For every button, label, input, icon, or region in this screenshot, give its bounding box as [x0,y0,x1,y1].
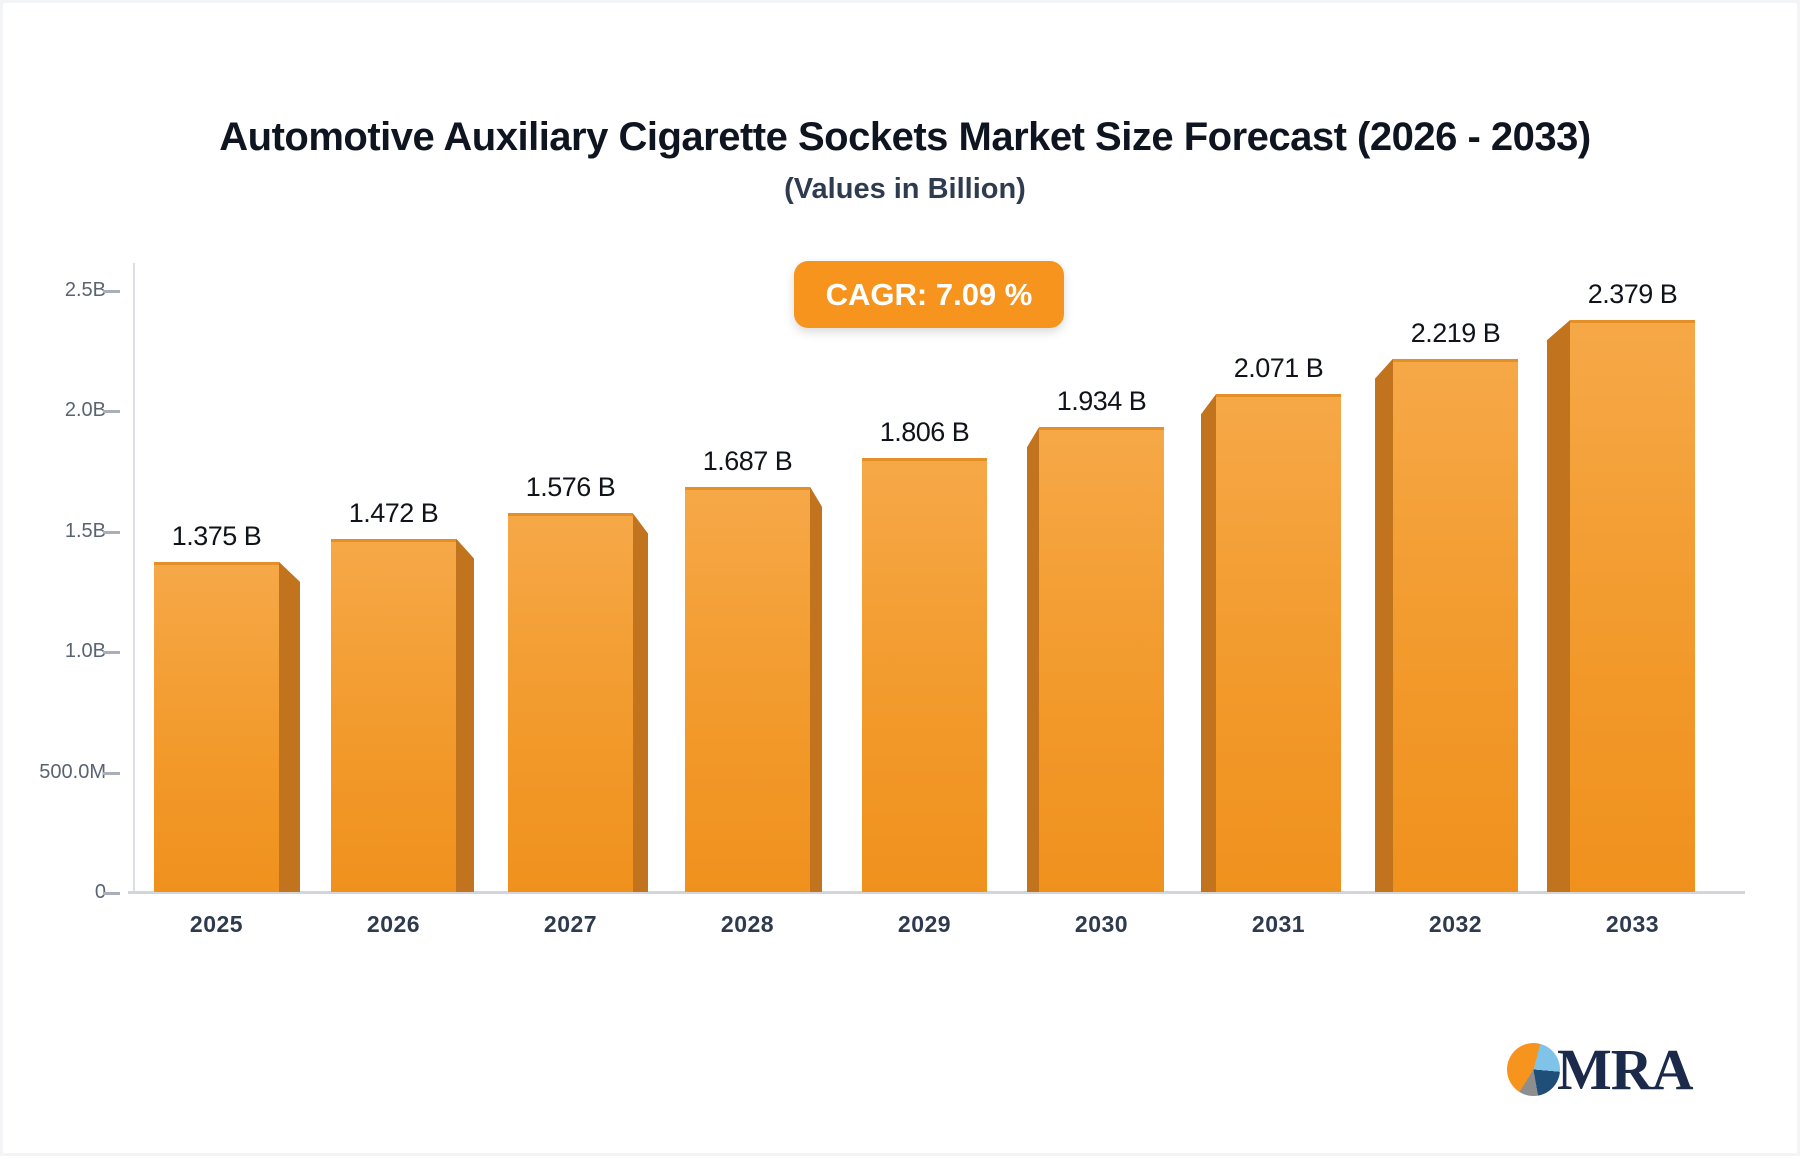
x-axis-year-label: 2030 [1074,911,1129,937]
x-axis-line [128,891,1745,894]
x-axis-year-label: 2033 [1605,911,1660,937]
y-axis-tick-mark [103,290,120,293]
chart-title: Automotive Auxiliary Cigarette Sockets M… [219,115,1591,159]
bar-value-label: 2.219 B [1410,317,1501,348]
bar-value-label: 1.934 B [1056,386,1147,417]
bar-value-label: 1.576 B [525,472,616,503]
bar-side-face [279,561,300,892]
y-axis-tick-label: 1.5B [64,519,106,542]
pie-logo-icon [1507,1043,1560,1096]
y-axis-tick-label: 1.0B [64,640,106,663]
bar-2025[interactable] [154,561,279,892]
y-axis-line [133,263,135,893]
y-axis-tick-mark [103,771,120,775]
bar-value-label: 1.806 B [879,417,970,448]
cagr-badge: CAGR: 7.09 % [794,261,1064,328]
bar-side-face [1201,394,1216,892]
bar-value-label: 2.379 B [1587,279,1678,310]
y-axis-tick-label: 2.5B [64,279,106,301]
bar-2031[interactable] [1216,394,1341,892]
bar-value-label: 1.472 B [348,497,439,528]
x-axis-year-label: 2029 [897,911,952,937]
bar-side-face [1375,358,1393,892]
bar-side-face [1547,320,1570,892]
y-axis-tick-mark [103,651,120,655]
x-axis-year-label: 2028 [720,911,775,937]
bar-value-label: 1.687 B [702,445,793,476]
logo-text: MRA [1557,1037,1694,1102]
y-axis-tick-mark [103,892,120,895]
x-axis-year-label: 2025 [189,911,244,937]
bar-2028[interactable] [685,486,810,892]
brand-logo: MRA [1507,1037,1694,1102]
bar-2030[interactable] [1039,427,1164,892]
y-axis-tick-mark [103,410,120,414]
bar-2029[interactable] [862,458,987,892]
bar-2033[interactable] [1570,320,1695,892]
bar-value-label: 1.375 B [171,520,262,551]
y-axis-tick-label: 2.0B [64,399,106,422]
x-axis-year-label: 2027 [543,911,598,937]
y-axis-tick-label: 0 [94,881,106,903]
x-axis-year-label: 2026 [366,911,421,937]
y-axis-tick-label: 500.0M [39,760,106,783]
bar-2026[interactable] [331,538,456,892]
x-axis-year-label: 2031 [1251,911,1306,937]
chart-subtitle: (Values in Billion) [784,173,1026,205]
bar-2032[interactable] [1393,358,1518,892]
bar-side-face [633,513,648,892]
bar-side-face [456,538,474,892]
y-axis-tick-mark [103,530,120,534]
bar-2027[interactable] [508,513,633,892]
bar-side-face [1027,427,1039,892]
x-axis-year-label: 2032 [1428,911,1483,937]
bar-side-face [810,486,822,892]
bar-chart: 2.5B 2.0B 1.5B 1.0B 500.0M 0 1.375 B 2025 1.472 … [3,3,1800,1159]
bar-value-label: 2.071 B [1233,353,1324,384]
